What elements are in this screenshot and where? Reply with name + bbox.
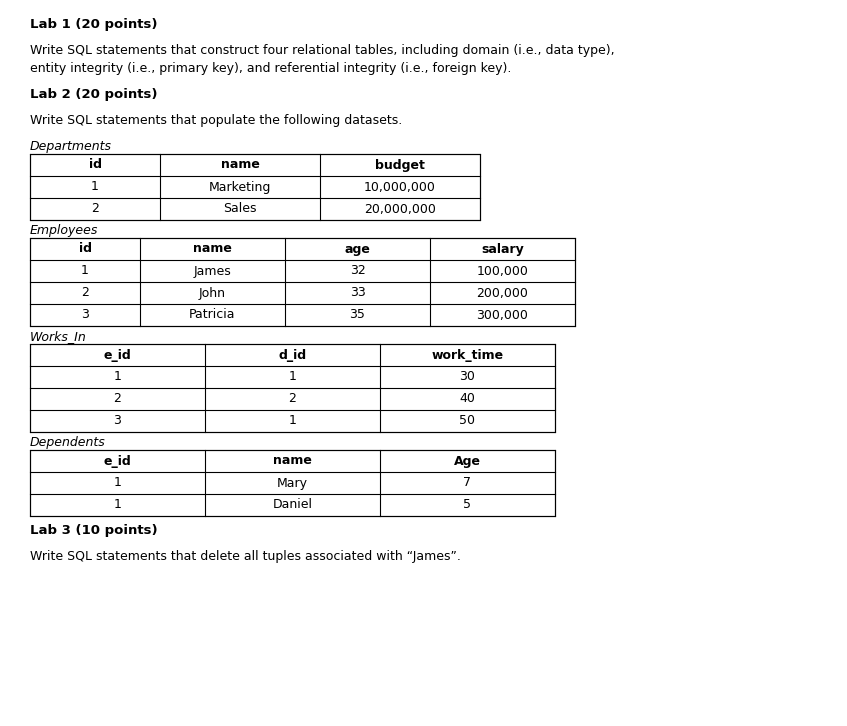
Text: Sales: Sales (224, 203, 257, 216)
Bar (30, 238, 575, 326)
Text: 1: 1 (289, 370, 296, 383)
Text: Lab 1 (20 points): Lab 1 (20 points) (30, 18, 158, 31)
Text: James: James (194, 264, 231, 277)
Text: Departments: Departments (30, 140, 112, 153)
Text: 10,000,000: 10,000,000 (364, 181, 436, 194)
Text: 5: 5 (463, 499, 472, 512)
Text: e_id: e_id (103, 348, 131, 362)
Text: Works_In: Works_In (30, 330, 86, 343)
Text: salary: salary (481, 242, 524, 256)
Text: Marketing: Marketing (209, 181, 271, 194)
Text: budget: budget (375, 158, 425, 171)
Text: 3: 3 (81, 309, 89, 322)
Text: 100,000: 100,000 (477, 264, 529, 277)
Text: 2: 2 (113, 393, 121, 406)
Text: 40: 40 (460, 393, 475, 406)
Text: 300,000: 300,000 (477, 309, 529, 322)
Text: 3: 3 (113, 415, 121, 428)
Text: 30: 30 (460, 370, 475, 383)
Text: Employees: Employees (30, 224, 98, 237)
Text: 7: 7 (463, 476, 472, 489)
Text: Patricia: Patricia (189, 309, 235, 322)
Text: 1: 1 (91, 181, 99, 194)
Text: work_time: work_time (431, 348, 504, 362)
Text: name: name (273, 454, 312, 468)
Text: id: id (88, 158, 102, 171)
Text: Lab 3 (10 points): Lab 3 (10 points) (30, 524, 158, 537)
Text: 1: 1 (113, 370, 121, 383)
Text: name: name (193, 242, 232, 256)
Text: 1: 1 (289, 415, 296, 428)
Text: 2: 2 (91, 203, 99, 216)
Text: Age: Age (454, 454, 481, 468)
Text: 33: 33 (350, 287, 365, 300)
Text: e_id: e_id (103, 454, 131, 468)
Text: 2: 2 (81, 287, 89, 300)
Text: entity integrity (i.e., primary key), and referential integrity (i.e., foreign k: entity integrity (i.e., primary key), an… (30, 62, 512, 75)
Text: Lab 2 (20 points): Lab 2 (20 points) (30, 88, 158, 101)
Text: 1: 1 (113, 476, 121, 489)
Text: 200,000: 200,000 (477, 287, 529, 300)
Text: 20,000,000: 20,000,000 (364, 203, 436, 216)
Text: age: age (345, 242, 370, 256)
Text: Daniel: Daniel (273, 499, 313, 512)
Text: Write SQL statements that construct four relational tables, including domain (i.: Write SQL statements that construct four… (30, 44, 615, 57)
Bar (30, 450, 555, 516)
Text: Write SQL statements that delete all tuples associated with “James”.: Write SQL statements that delete all tup… (30, 550, 461, 563)
Text: d_id: d_id (279, 348, 307, 362)
Text: 1: 1 (81, 264, 89, 277)
Text: Dependents: Dependents (30, 436, 106, 449)
Text: Write SQL statements that populate the following datasets.: Write SQL statements that populate the f… (30, 114, 402, 127)
Text: id: id (79, 242, 91, 256)
Text: 50: 50 (460, 415, 475, 428)
Text: 1: 1 (113, 499, 121, 512)
Bar (30, 154, 480, 220)
Text: Mary: Mary (277, 476, 308, 489)
Text: 35: 35 (350, 309, 365, 322)
Text: name: name (220, 158, 259, 171)
Text: 32: 32 (350, 264, 365, 277)
Text: 2: 2 (289, 393, 296, 406)
Text: John: John (199, 287, 226, 300)
Bar (30, 344, 555, 432)
